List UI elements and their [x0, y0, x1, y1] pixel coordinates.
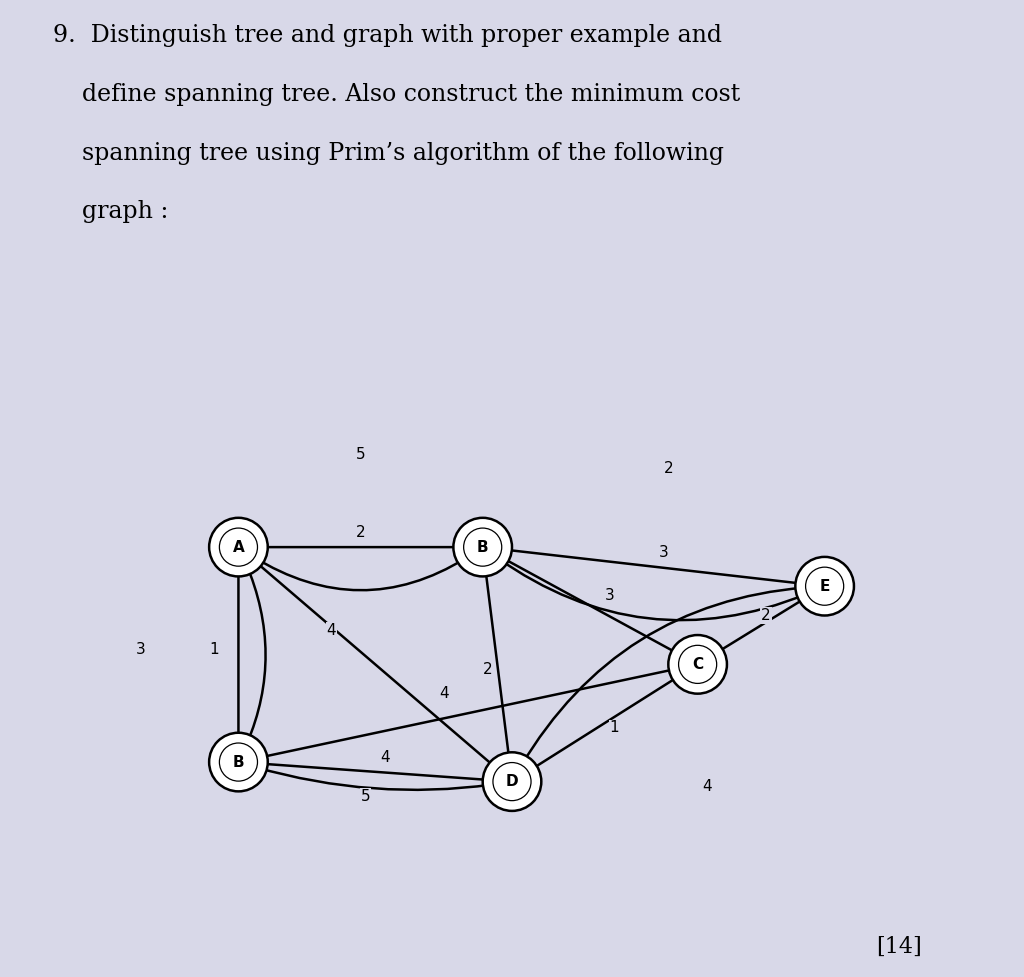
- Text: 4: 4: [327, 622, 336, 638]
- Circle shape: [209, 733, 267, 791]
- Text: C: C: [692, 657, 703, 672]
- Circle shape: [669, 635, 727, 694]
- Text: spanning tree using Prim’s algorithm of the following: spanning tree using Prim’s algorithm of …: [82, 142, 724, 165]
- Text: D: D: [506, 774, 518, 789]
- Text: 5: 5: [360, 788, 371, 804]
- Text: B: B: [477, 539, 488, 555]
- Text: [14]: [14]: [877, 935, 923, 957]
- Text: 4: 4: [439, 686, 449, 701]
- Text: 2: 2: [482, 661, 493, 677]
- Text: 2: 2: [761, 608, 771, 623]
- Circle shape: [454, 518, 512, 576]
- Text: E: E: [819, 578, 829, 594]
- Text: 2: 2: [664, 461, 673, 477]
- Circle shape: [209, 518, 267, 576]
- Text: 3: 3: [605, 588, 614, 604]
- Text: 1: 1: [609, 720, 620, 736]
- Circle shape: [796, 557, 854, 616]
- Text: 3: 3: [658, 544, 669, 560]
- Text: define spanning tree. Also construct the minimum cost: define spanning tree. Also construct the…: [82, 83, 740, 106]
- Text: B: B: [232, 754, 245, 770]
- Text: 9.  Distinguish tree and graph with proper example and: 9. Distinguish tree and graph with prope…: [53, 24, 722, 48]
- Text: 1: 1: [209, 642, 219, 658]
- Text: 2: 2: [355, 525, 366, 540]
- Text: graph :: graph :: [82, 200, 169, 224]
- Text: A: A: [232, 539, 245, 555]
- Text: 3: 3: [136, 642, 145, 658]
- Circle shape: [482, 752, 542, 811]
- Text: 5: 5: [355, 446, 366, 462]
- Text: 4: 4: [380, 749, 390, 765]
- Text: 4: 4: [702, 779, 713, 794]
